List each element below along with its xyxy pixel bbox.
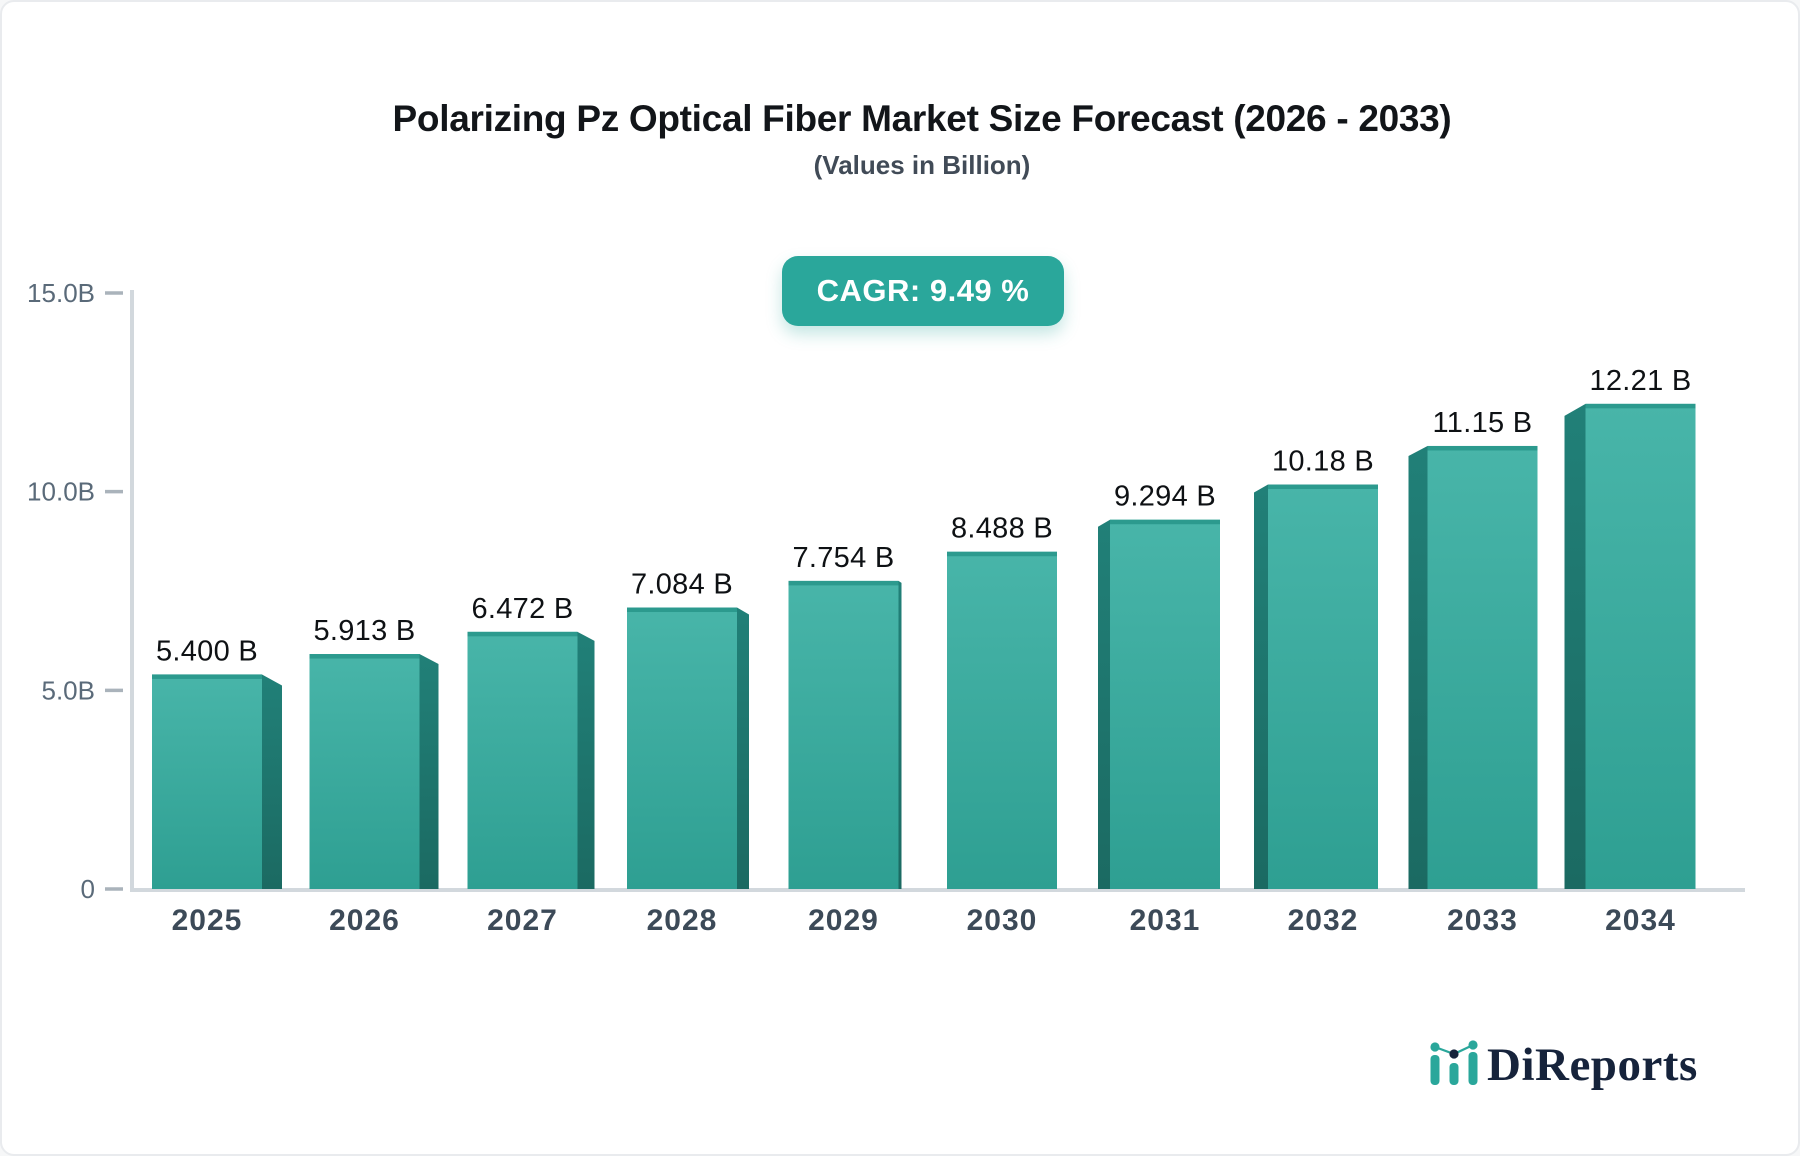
y-tick-label: 10.0B xyxy=(27,477,95,507)
bar-top-edge xyxy=(1110,519,1220,525)
chart-title: Polarizing Pz Optical Fiber Market Size … xyxy=(392,98,1452,139)
x-tick-label: 2031 xyxy=(1130,904,1201,937)
bar-side-face xyxy=(1564,403,1586,889)
bar-side-face xyxy=(898,580,902,889)
bar-front-face xyxy=(467,631,578,889)
bar-2034[interactable] xyxy=(1564,403,1696,889)
y-tick-label: 15.0B xyxy=(27,278,95,308)
x-tick-label: 2034 xyxy=(1605,904,1676,937)
bar-2030[interactable] xyxy=(947,551,1057,889)
bar-2032[interactable] xyxy=(1254,484,1378,889)
bar-side-face xyxy=(577,631,595,889)
bar-front-face xyxy=(309,654,420,889)
bar-value-label: 7.754 B xyxy=(792,542,894,574)
bar-front-face xyxy=(947,551,1057,889)
brand-logo-text: DiReports xyxy=(1487,1039,1698,1091)
bar-front-face xyxy=(152,674,262,889)
x-tick-label: 2027 xyxy=(487,904,558,937)
x-tick-label: 2030 xyxy=(967,904,1038,937)
bar-value-label: 12.21 B xyxy=(1589,365,1691,397)
bar-2031[interactable] xyxy=(1098,519,1220,889)
cagr-badge: CAGR: 9.49 % xyxy=(782,256,1064,326)
bar-top-edge xyxy=(152,674,262,679)
bar-front-face xyxy=(788,580,899,889)
bar-side-face xyxy=(1098,519,1110,889)
bar-front-face xyxy=(627,607,737,889)
bar-value-label: 7.084 B xyxy=(631,569,733,601)
bar-value-label: 5.913 B xyxy=(313,615,415,647)
bar-top-edge xyxy=(947,551,1057,557)
bar-side-face xyxy=(1254,484,1268,889)
bar-top-edge xyxy=(1585,403,1696,409)
x-tick-label: 2029 xyxy=(808,904,879,937)
bar-value-label: 11.15 B xyxy=(1433,407,1533,439)
bar-top-edge xyxy=(309,654,420,659)
bar-top-edge xyxy=(788,580,899,586)
x-tick-label: 2032 xyxy=(1288,904,1359,937)
bar-front-face xyxy=(1585,403,1696,889)
bar-side-face xyxy=(419,654,439,889)
bar-2026[interactable] xyxy=(309,654,439,889)
bar-2029[interactable] xyxy=(788,580,902,889)
x-tick-label: 2033 xyxy=(1447,904,1518,937)
x-tick-label: 2025 xyxy=(172,904,243,937)
mini-bar-chart-icon xyxy=(1430,1040,1478,1085)
bar-side-face xyxy=(737,607,749,889)
bar-value-label: 9.294 B xyxy=(1114,481,1216,513)
x-tick-label: 2026 xyxy=(329,904,400,937)
bar-2025[interactable] xyxy=(152,674,282,889)
bar-side-face xyxy=(1408,445,1428,889)
bar-top-edge xyxy=(467,631,578,637)
bar-front-face xyxy=(1268,484,1378,889)
bar-top-edge xyxy=(627,607,737,613)
bar-top-edge xyxy=(1268,484,1378,490)
bar-value-label: 5.400 B xyxy=(156,635,258,667)
y-tick-label: 5.0B xyxy=(42,675,96,705)
bar-2033[interactable] xyxy=(1408,445,1538,889)
bar-value-label: 6.472 B xyxy=(471,593,573,625)
y-tick-label: 0 xyxy=(81,874,95,904)
bar-side-face xyxy=(262,674,282,889)
bar-value-label: 8.488 B xyxy=(951,513,1053,545)
x-tick-label: 2028 xyxy=(647,904,718,937)
chart-subtitle: (Values in Billion) xyxy=(813,150,1031,180)
bar-front-face xyxy=(1427,445,1538,889)
bar-front-face xyxy=(1110,519,1220,889)
brand-logo: DiReports xyxy=(1430,1036,1698,1090)
bar-top-edge xyxy=(1427,445,1538,451)
bar-2027[interactable] xyxy=(467,631,595,889)
cagr-badge-label: CAGR: 9.49 % xyxy=(816,273,1030,308)
bar-2028[interactable] xyxy=(627,607,749,889)
bar-value-label: 10.18 B xyxy=(1272,446,1374,478)
